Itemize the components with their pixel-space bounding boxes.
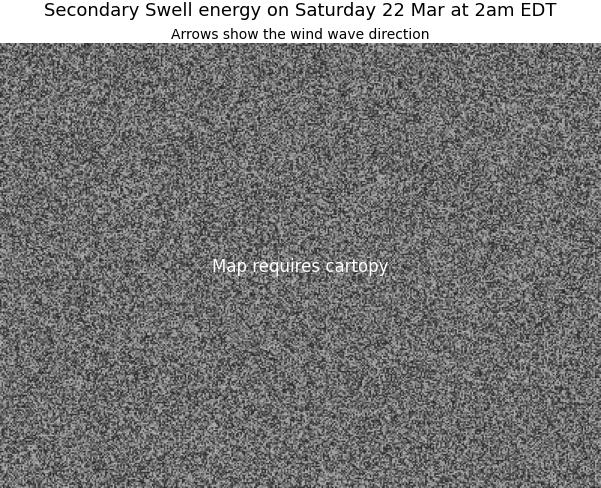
Text: Map requires cartopy: Map requires cartopy: [212, 257, 389, 275]
Text: Secondary Swell energy on Saturday 22 Mar at 2am EDT: Secondary Swell energy on Saturday 22 Ma…: [44, 2, 557, 20]
Text: Arrows show the wind wave direction: Arrows show the wind wave direction: [171, 28, 430, 42]
